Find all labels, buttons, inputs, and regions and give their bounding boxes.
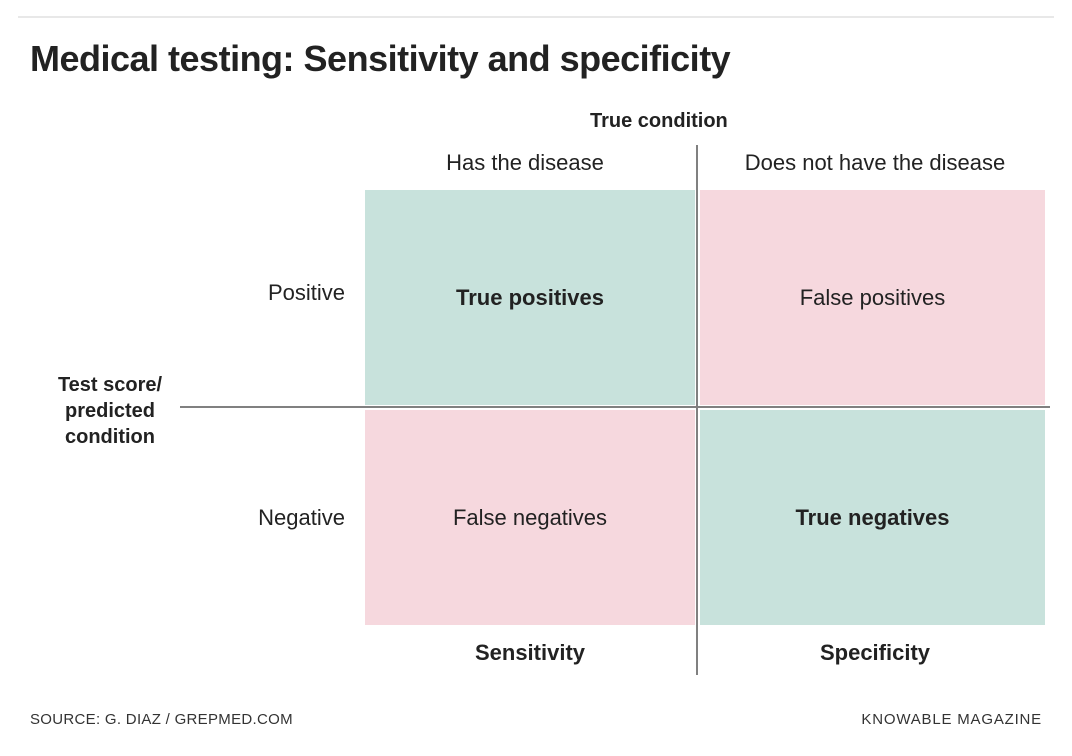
axis-horizontal-line bbox=[180, 406, 1050, 408]
bottom-label-sensitivity: Sensitivity bbox=[365, 640, 695, 666]
cell-true-positives: True positives bbox=[365, 190, 695, 405]
column-header-has-disease: Has the disease bbox=[360, 150, 690, 176]
confusion-matrix: True condition Test score/predictedcondi… bbox=[30, 110, 1042, 670]
footer-credit: KNOWABLE MAGAZINE bbox=[861, 711, 1042, 728]
cell-true-negatives: True negatives bbox=[700, 410, 1045, 625]
bottom-label-specificity: Specificity bbox=[710, 640, 1040, 666]
axis-label-left: Test score/predictedcondition bbox=[30, 372, 190, 450]
axis-vertical-line bbox=[696, 145, 698, 675]
cell-false-positives: False positives bbox=[700, 190, 1045, 405]
column-header-no-disease: Does not have the disease bbox=[710, 150, 1040, 176]
cell-label: False negatives bbox=[453, 505, 607, 531]
top-rule bbox=[18, 16, 1054, 18]
cell-label: True negatives bbox=[795, 505, 949, 531]
cell-false-negatives: False negatives bbox=[365, 410, 695, 625]
row-header-negative: Negative bbox=[195, 505, 345, 531]
footer-source: SOURCE: G. DIAZ / GREPMED.COM bbox=[30, 711, 293, 728]
axis-label-top: True condition bbox=[590, 110, 728, 133]
cell-label: False positives bbox=[800, 285, 946, 311]
cell-label: True positives bbox=[456, 285, 604, 311]
page-title: Medical testing: Sensitivity and specifi… bbox=[30, 38, 730, 80]
row-header-positive: Positive bbox=[195, 280, 345, 306]
